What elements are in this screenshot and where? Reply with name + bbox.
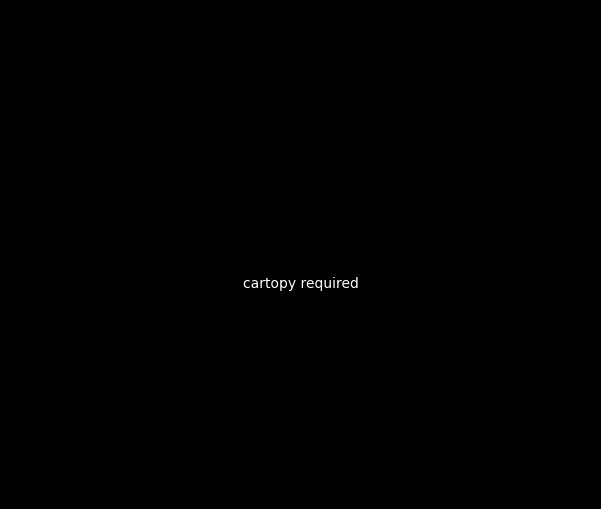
Text: Secondary Swell energy on Wednesday 04 Dec at 8pm AST: Secondary Swell energy on Wednesday 04 D…: [41, 9, 560, 27]
Text: Arrows show the wind wave direction: Arrows show the wind wave direction: [176, 38, 425, 51]
Text: cartopy required: cartopy required: [243, 276, 358, 290]
